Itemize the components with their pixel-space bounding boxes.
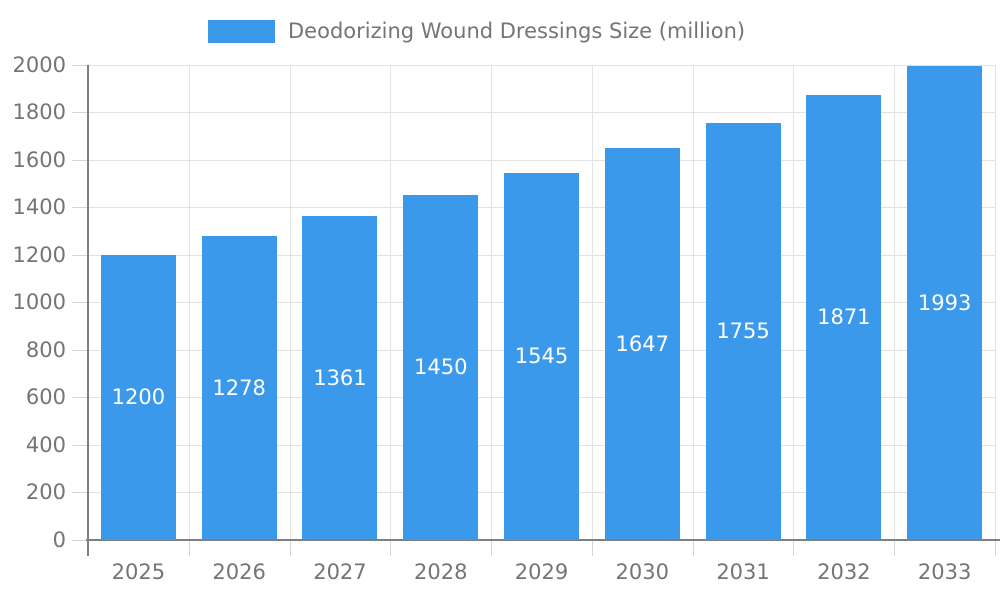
x-axis-label: 2026	[212, 560, 266, 584]
y-axis-label: 1200	[12, 242, 66, 267]
y-axis-tick	[72, 254, 88, 256]
y-axis-tick	[72, 112, 88, 113]
x-axis-tick	[188, 539, 190, 556]
x-gridline	[491, 64, 493, 540]
legend-color-swatch-icon	[208, 19, 275, 43]
y-gridline	[88, 159, 995, 161]
x-axis-tick	[390, 539, 392, 556]
x-gridline	[894, 64, 896, 540]
bar[interactable]	[302, 216, 378, 540]
bar[interactable]	[806, 95, 882, 540]
y-axis-label: 600	[25, 385, 66, 409]
y-axis-tick	[72, 397, 88, 398]
y-axis-label: 1400	[12, 195, 66, 219]
x-axis-tick	[591, 539, 593, 556]
bar[interactable]	[604, 148, 680, 540]
x-axis-tick	[793, 539, 795, 556]
y-axis-label: 0	[52, 527, 66, 552]
bar-value-label: 1200	[111, 385, 166, 409]
x-axis-tick	[995, 539, 996, 556]
x-axis-label: 2028	[413, 560, 468, 584]
y-axis-tick	[72, 207, 88, 208]
y-axis-tick	[72, 492, 88, 493]
bar-value-label: 1871	[817, 305, 871, 330]
y-axis-tick	[72, 159, 88, 161]
y-axis-label: 2000	[12, 52, 66, 77]
x-axis-tick	[692, 539, 694, 556]
y-axis-line	[87, 64, 89, 556]
y-axis-label: 1800	[12, 100, 66, 124]
bar-value-label: 1545	[514, 344, 569, 369]
y-axis-tick	[72, 64, 88, 66]
x-axis-label: 2031	[716, 560, 770, 584]
x-axis-label: 2027	[313, 560, 367, 584]
bar-value-label: 1647	[615, 331, 669, 356]
x-axis-label: 2033	[917, 560, 972, 584]
x-gridline	[390, 64, 392, 540]
y-axis-tick	[72, 444, 88, 446]
x-axis-label: 2030	[615, 560, 669, 584]
y-axis-label: 400	[25, 432, 66, 457]
bar-value-label: 1361	[313, 365, 367, 390]
x-gridline	[692, 64, 694, 540]
y-axis-label: 200	[25, 480, 66, 504]
legend-label: Deodorizing Wound Dressings Size (millio…	[288, 19, 746, 43]
x-axis-tick	[491, 539, 493, 556]
bar[interactable]	[705, 122, 781, 540]
y-axis-tick	[72, 539, 88, 541]
bar[interactable]	[403, 195, 479, 540]
y-gridline	[88, 64, 995, 66]
y-axis-label: 1600	[12, 147, 66, 172]
y-axis-tick	[72, 349, 88, 351]
bar[interactable]	[100, 254, 176, 540]
x-axis-label: 2025	[111, 560, 166, 584]
x-axis-label: 2032	[817, 560, 871, 584]
bar-value-label: 1993	[917, 290, 972, 315]
bar-value-label: 1278	[212, 375, 266, 400]
x-axis-tick	[289, 539, 291, 556]
y-gridline	[88, 112, 995, 113]
bar[interactable]	[907, 66, 983, 540]
x-gridline	[995, 64, 996, 540]
bar[interactable]	[504, 172, 579, 540]
bar-value-label: 1755	[716, 319, 770, 344]
x-gridline	[289, 64, 291, 540]
x-axis-label: 2029	[514, 560, 569, 584]
y-axis-tick	[72, 302, 88, 303]
y-axis-label: 800	[25, 337, 66, 362]
legend: Deodorizing Wound Dressings Size (millio…	[208, 19, 745, 43]
y-axis-label: 1000	[12, 290, 66, 314]
x-gridline	[591, 64, 593, 540]
x-gridline	[188, 64, 190, 540]
x-axis-line	[86, 538, 1000, 541]
x-axis-tick	[894, 539, 896, 556]
bar[interactable]	[201, 235, 277, 540]
bar-value-label: 1450	[413, 355, 468, 380]
x-gridline	[793, 64, 795, 540]
